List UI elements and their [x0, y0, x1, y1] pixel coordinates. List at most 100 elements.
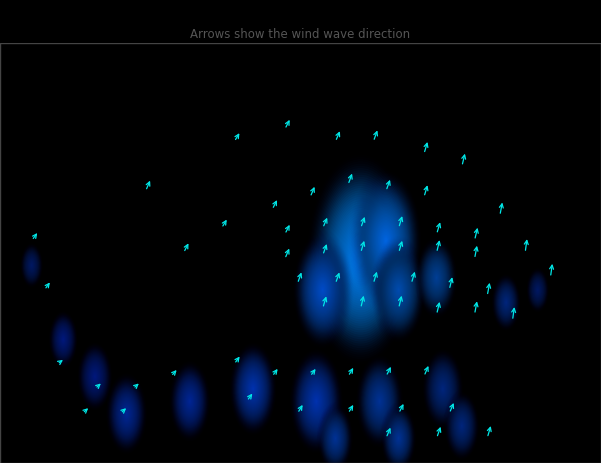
Circle shape	[311, 391, 322, 411]
Circle shape	[308, 261, 338, 320]
Circle shape	[436, 276, 438, 280]
Circle shape	[86, 359, 104, 394]
Circle shape	[306, 381, 326, 421]
Circle shape	[125, 410, 128, 417]
Circle shape	[249, 381, 257, 397]
Circle shape	[364, 369, 396, 433]
Circle shape	[319, 283, 326, 298]
Circle shape	[427, 358, 459, 420]
Circle shape	[373, 388, 386, 414]
Circle shape	[51, 316, 75, 363]
Circle shape	[434, 372, 452, 406]
Circle shape	[394, 429, 403, 448]
Circle shape	[431, 366, 455, 412]
Circle shape	[298, 242, 347, 338]
Circle shape	[79, 344, 111, 408]
Circle shape	[461, 425, 463, 427]
Circle shape	[394, 429, 403, 447]
Circle shape	[177, 376, 203, 426]
Circle shape	[373, 389, 386, 413]
Circle shape	[435, 373, 451, 405]
Circle shape	[245, 373, 261, 405]
Circle shape	[303, 375, 330, 428]
Circle shape	[340, 219, 381, 299]
Circle shape	[189, 400, 191, 403]
Circle shape	[453, 408, 471, 444]
Circle shape	[451, 405, 473, 447]
Circle shape	[391, 423, 406, 454]
Circle shape	[326, 421, 344, 455]
Circle shape	[505, 300, 507, 305]
Circle shape	[26, 255, 37, 276]
Circle shape	[430, 264, 444, 292]
Circle shape	[503, 296, 509, 309]
Circle shape	[310, 388, 323, 414]
Circle shape	[182, 385, 198, 418]
Circle shape	[22, 248, 41, 283]
Circle shape	[109, 380, 144, 447]
Circle shape	[430, 365, 455, 413]
Circle shape	[425, 353, 461, 425]
Circle shape	[398, 289, 399, 291]
Circle shape	[21, 245, 42, 286]
Circle shape	[427, 260, 446, 296]
Circle shape	[111, 382, 142, 445]
Circle shape	[504, 298, 508, 307]
Circle shape	[322, 412, 349, 463]
Circle shape	[334, 436, 337, 440]
Circle shape	[294, 359, 338, 444]
Circle shape	[423, 250, 451, 306]
Circle shape	[121, 404, 132, 423]
Circle shape	[535, 285, 540, 295]
Circle shape	[379, 399, 380, 403]
Circle shape	[180, 383, 199, 419]
Circle shape	[296, 363, 336, 440]
Circle shape	[246, 375, 260, 403]
Circle shape	[496, 284, 516, 321]
Circle shape	[302, 374, 331, 429]
Circle shape	[527, 269, 548, 311]
Circle shape	[31, 264, 32, 267]
Circle shape	[384, 410, 413, 463]
Circle shape	[448, 400, 475, 452]
Circle shape	[379, 251, 418, 329]
Circle shape	[314, 273, 332, 307]
Circle shape	[90, 366, 100, 387]
Circle shape	[454, 410, 470, 442]
Circle shape	[534, 283, 542, 298]
Circle shape	[358, 186, 414, 295]
Circle shape	[529, 272, 547, 308]
Circle shape	[430, 364, 456, 414]
Circle shape	[29, 260, 34, 271]
Circle shape	[329, 425, 342, 451]
Circle shape	[325, 419, 345, 457]
Circle shape	[334, 435, 337, 441]
Circle shape	[454, 412, 469, 440]
Circle shape	[353, 177, 418, 304]
Circle shape	[235, 353, 271, 425]
Circle shape	[370, 382, 389, 420]
Circle shape	[386, 413, 412, 463]
Circle shape	[505, 301, 507, 304]
Circle shape	[325, 190, 396, 328]
Circle shape	[419, 243, 454, 313]
Circle shape	[316, 278, 329, 302]
Circle shape	[383, 259, 415, 321]
Circle shape	[187, 396, 192, 407]
Circle shape	[395, 282, 403, 298]
Circle shape	[388, 418, 409, 458]
Circle shape	[447, 396, 477, 456]
Circle shape	[418, 241, 456, 315]
Circle shape	[59, 331, 68, 348]
Circle shape	[122, 405, 131, 422]
Circle shape	[252, 386, 255, 392]
Circle shape	[326, 193, 395, 326]
Circle shape	[383, 408, 414, 463]
Circle shape	[456, 413, 468, 438]
Circle shape	[377, 248, 420, 332]
Circle shape	[374, 217, 398, 264]
Circle shape	[426, 257, 447, 299]
Circle shape	[496, 282, 516, 323]
Circle shape	[62, 337, 65, 343]
Circle shape	[436, 376, 450, 402]
